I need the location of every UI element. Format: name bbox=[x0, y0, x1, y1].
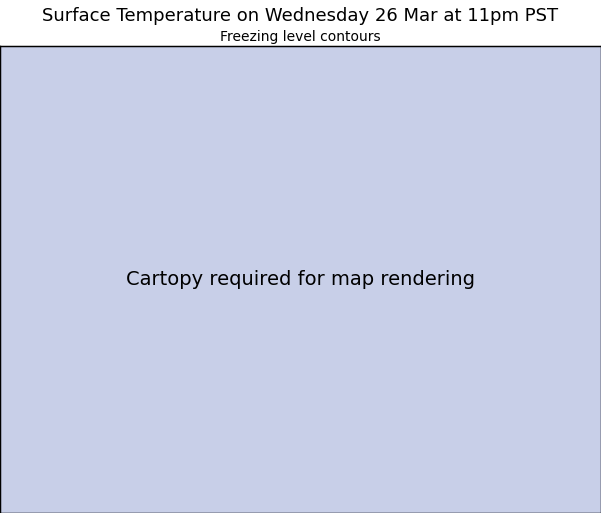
Text: Surface Temperature on Wednesday 26 Mar at 11pm PST: Surface Temperature on Wednesday 26 Mar … bbox=[43, 7, 558, 25]
Text: Cartopy required for map rendering: Cartopy required for map rendering bbox=[126, 270, 475, 289]
Text: Freezing level contours: Freezing level contours bbox=[220, 30, 381, 44]
